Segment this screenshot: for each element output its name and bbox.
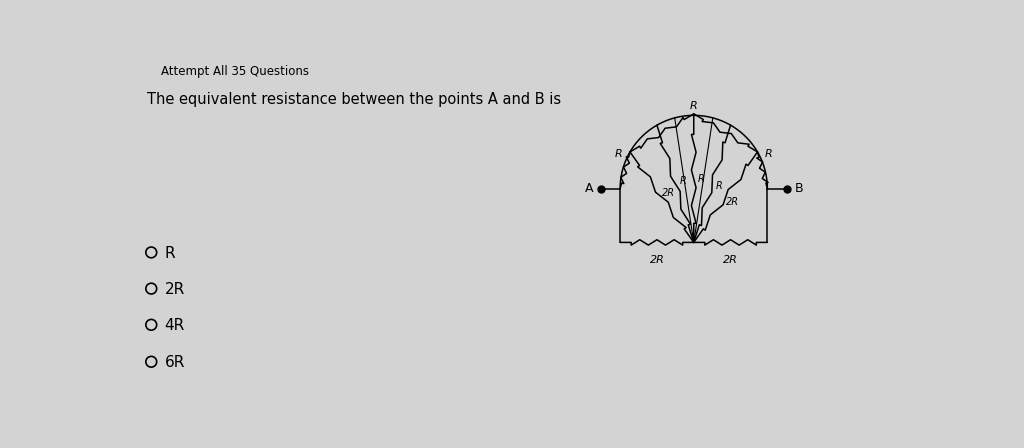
Text: R: R <box>690 101 697 111</box>
Text: 2R: 2R <box>725 197 738 207</box>
Text: The equivalent resistance between the points A and B is: The equivalent resistance between the po… <box>147 92 561 107</box>
Text: R: R <box>698 174 705 184</box>
Text: R: R <box>614 149 623 159</box>
Text: R: R <box>765 149 773 159</box>
Text: 2R: 2R <box>649 255 665 265</box>
Text: R: R <box>679 177 686 186</box>
Text: R: R <box>165 246 175 261</box>
Text: R: R <box>716 181 723 191</box>
Text: 4R: 4R <box>165 318 184 333</box>
Text: 6R: 6R <box>165 355 184 370</box>
Text: Attempt All 35 Questions: Attempt All 35 Questions <box>161 65 308 78</box>
Text: A: A <box>585 182 593 195</box>
Text: B: B <box>795 182 803 195</box>
Text: 2R: 2R <box>723 255 738 265</box>
Text: 2R: 2R <box>662 188 675 198</box>
Text: 2R: 2R <box>165 282 184 297</box>
